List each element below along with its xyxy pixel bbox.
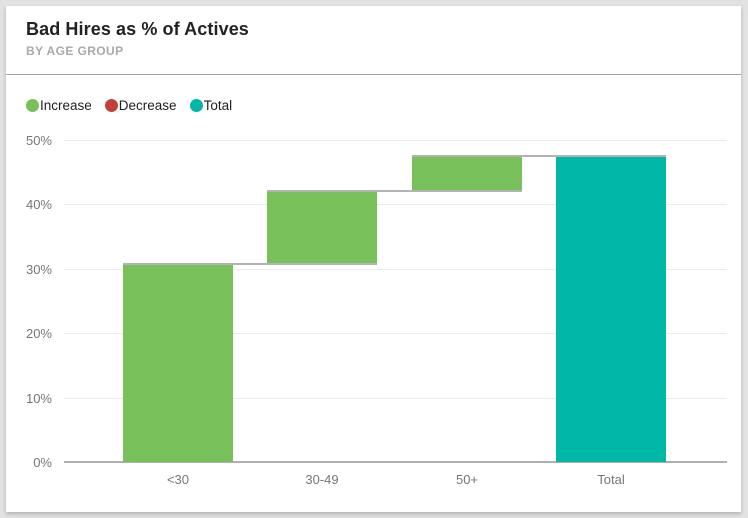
visual-card: Bad Hires as % of Actives BY AGE GROUP I… — [6, 6, 741, 512]
legend-dot-decrease — [104, 99, 118, 112]
x-axis-category-label: 30-49 — [305, 472, 339, 487]
legend-item-increase[interactable]: Increase — [26, 98, 92, 113]
y-axis-tick-label: 40% — [25, 197, 52, 213]
page-subtitle: BY AGE GROUP — [26, 44, 124, 58]
y-axis-tick-label: 50% — [25, 133, 52, 148]
bar-30-49[interactable] — [267, 190, 377, 264]
title-divider — [6, 74, 741, 75]
legend-dot-increase — [26, 99, 39, 112]
legend-item-decrease[interactable]: Decrease — [104, 98, 177, 113]
x-axis-line — [64, 461, 727, 463]
waterfall-chart: 0% 10% 20% 30% 40% 50% <30 30-49 50+ Total — [6, 6, 741, 512]
gridline — [64, 333, 727, 335]
y-axis-tick-label: 30% — [25, 261, 52, 277]
bar--30[interactable] — [123, 263, 233, 462]
legend-label: Total — [203, 98, 233, 113]
x-axis-category-label: 50+ — [455, 472, 479, 487]
legend-dot-total — [189, 99, 203, 112]
gridline — [64, 268, 727, 270]
legend-item-total[interactable]: Total — [189, 98, 233, 113]
x-axis-category-label: <30 — [166, 472, 190, 487]
gridline — [64, 140, 727, 141]
title-block: Bad Hires as % of Actives BY AGE GROUP — [26, 19, 249, 58]
bar-50-[interactable] — [412, 156, 522, 191]
legend-label: Decrease — [118, 98, 177, 113]
y-axis-tick-label: 10% — [25, 390, 52, 406]
waterfall-connector — [123, 262, 377, 265]
legend-label: Increase — [40, 98, 92, 113]
x-axis-category-label: Total — [597, 472, 625, 487]
chart-legend: Increase Decrease Total — [26, 98, 232, 113]
y-axis-tick-label: 20% — [25, 326, 52, 342]
waterfall-connector — [412, 155, 666, 158]
bar-total[interactable] — [556, 156, 666, 462]
gridline — [64, 397, 727, 399]
gridline — [64, 204, 727, 206]
page-title: Bad Hires as % of Actives — [26, 19, 249, 39]
waterfall-connector — [267, 189, 522, 192]
y-axis-tick-label: 0% — [33, 455, 52, 470]
